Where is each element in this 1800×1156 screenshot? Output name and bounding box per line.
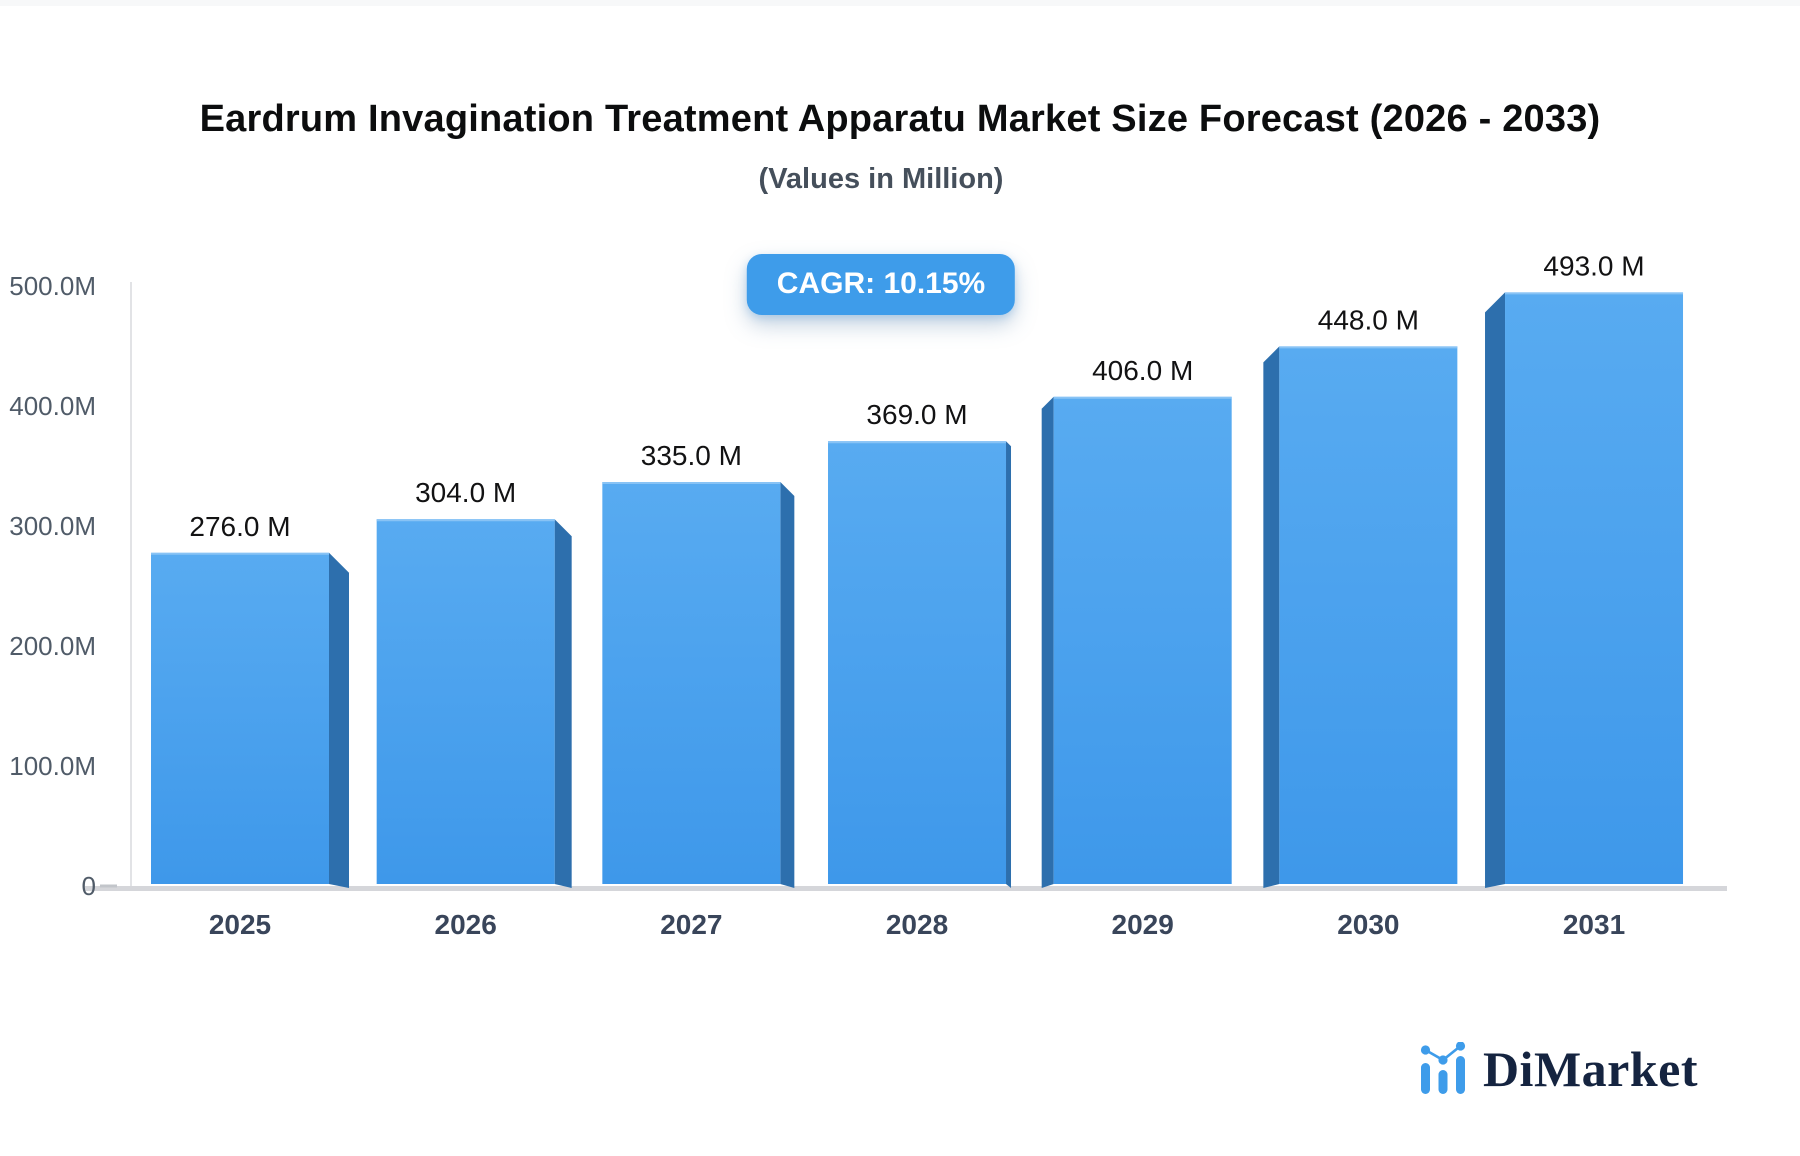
bar-value-label: 335.0 M <box>641 440 742 471</box>
cagr-badge: CAGR: 10.15% <box>746 254 1016 315</box>
bar-value-label: 493.0 M <box>1543 250 1644 281</box>
logo-text: DiMarket <box>1482 1041 1698 1097</box>
bar-value-label: 406.0 M <box>1092 355 1193 386</box>
x-axis-label-2027: 2027 <box>660 909 722 940</box>
bar-side-face <box>554 519 572 888</box>
y-tick-label: 0 <box>82 871 96 901</box>
bar-value-label: 276.0 M <box>189 511 290 542</box>
bar-2029[interactable] <box>1053 396 1232 884</box>
bar-group-2029: 406.0 M 2029 <box>1041 355 1232 940</box>
y-tick-label: 100.0M <box>9 751 96 781</box>
chart-subtitle: (Values in Million) <box>758 163 1004 195</box>
bar-side-face <box>780 482 795 888</box>
bar-value-label: 369.0 M <box>866 399 967 430</box>
y-tick-label: 400.0M <box>9 391 96 421</box>
bar-group-2031: 493.0 M 2031 <box>1485 250 1684 940</box>
bar-2027[interactable] <box>602 482 781 884</box>
bar-group-2026: 304.0 M 2026 <box>376 477 572 940</box>
bar-side-face <box>1041 396 1054 888</box>
x-axis-label-2029: 2029 <box>1112 909 1174 940</box>
bar-side-face <box>329 552 349 888</box>
bar-2028[interactable] <box>828 441 1007 884</box>
y-tick-label: 200.0M <box>9 631 96 661</box>
x-axis-label-2031: 2031 <box>1563 909 1625 940</box>
bar-2025[interactable] <box>151 552 329 884</box>
x-axis-label-2026: 2026 <box>435 909 497 940</box>
bar-2030[interactable] <box>1279 346 1458 884</box>
bar-side-face <box>1263 346 1280 888</box>
bar-2031[interactable] <box>1505 292 1684 884</box>
y-tick-label: 300.0M <box>9 511 96 541</box>
top-strip <box>0 0 1800 6</box>
bar-group-2027: 335.0 M 2027 <box>602 440 795 940</box>
x-axis-label-2030: 2030 <box>1337 909 1399 940</box>
x-axis-label-2025: 2025 <box>209 909 271 940</box>
bar-value-label: 448.0 M <box>1318 304 1419 335</box>
bar-group-2028: 369.0 M 2028 <box>828 399 1012 940</box>
page-title: Eardrum Invagination Treatment Apparatu … <box>199 98 1601 140</box>
y-tick-label: 500.0M <box>9 271 96 301</box>
bar-group-2030: 448.0 M 2030 <box>1263 304 1458 940</box>
bar-group-2025: 276.0 M 2025 <box>151 511 349 940</box>
x-axis-label-2028: 2028 <box>886 909 948 940</box>
bar-side-face <box>1485 292 1506 888</box>
dimarket-logo: DiMarket <box>1419 1040 1698 1098</box>
bar-2026[interactable] <box>376 519 555 884</box>
mini-bar-chart-icon <box>1420 1042 1466 1094</box>
bar-value-label: 304.0 M <box>415 477 516 508</box>
bar-side-face <box>1006 441 1012 888</box>
